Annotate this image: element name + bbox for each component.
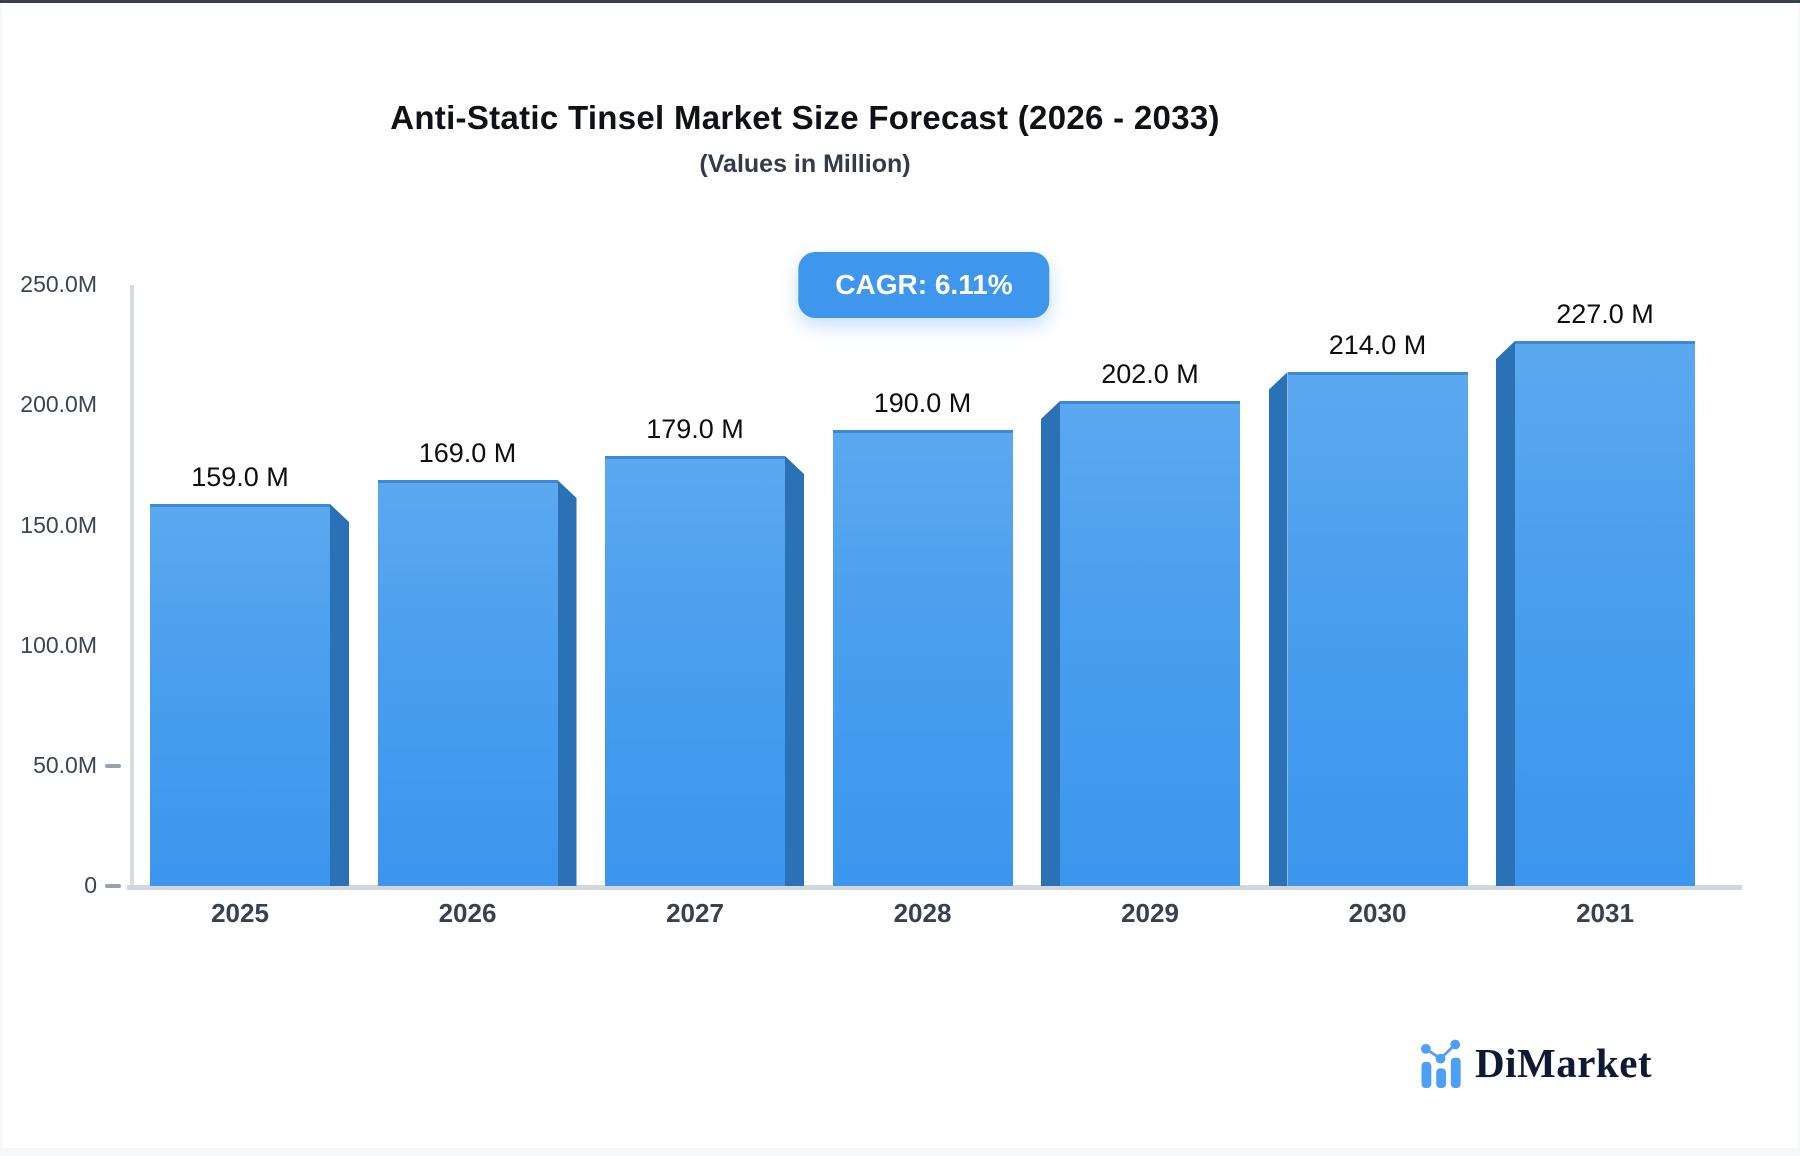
bar-2026[interactable] [377, 480, 558, 886]
bar-value-label: 190.0 M [873, 388, 972, 418]
bar-side-face [1268, 372, 1288, 886]
bar-value-label: 227.0 M [1556, 299, 1654, 329]
mini-bar-chart-icon [1420, 1039, 1461, 1088]
x-category-label: 2029 [1121, 898, 1179, 928]
bar-value-label: 159.0 M [191, 462, 289, 492]
bar-2030[interactable] [1287, 372, 1468, 886]
bar-value-label: 169.0 M [418, 438, 517, 468]
cagr-badge: CAGR: 6.11% [798, 252, 1050, 318]
bar-side-face [557, 480, 577, 886]
y-axis-line [130, 285, 134, 889]
y-tick-dash [105, 763, 121, 768]
bar-2027[interactable] [605, 456, 785, 886]
y-tick-label: 200.0M [20, 391, 97, 418]
y-tick-label: 100.0M [20, 631, 97, 658]
x-category-label: 2028 [893, 898, 952, 928]
bar-2029[interactable] [1060, 401, 1240, 886]
x-axis-line [127, 885, 1742, 890]
y-tick-label: 250.0M [20, 271, 97, 298]
y-tick-label: 50.0M [33, 751, 97, 778]
bar-2028[interactable] [832, 430, 1013, 886]
bar-2025[interactable] [150, 504, 330, 886]
top-border-strip [0, 0, 1800, 3]
bar-side-face [330, 504, 349, 886]
x-category-label: 2025 [211, 898, 269, 928]
x-category-label: 2026 [438, 898, 497, 928]
x-category-label: 2031 [1576, 898, 1634, 928]
chart-title: Anti-Static Tinsel Market Size Forecast … [390, 99, 1220, 136]
x-category-label: 2027 [666, 898, 724, 928]
bar-value-label: 179.0 M [646, 414, 744, 444]
bar-value-label: 202.0 M [1101, 359, 1199, 389]
chart-subtitle: (Values in Million) [699, 150, 911, 178]
bar-side-face [1041, 401, 1060, 886]
y-tick-dash [105, 884, 121, 888]
x-category-label: 2030 [1348, 898, 1407, 928]
bar-value-label: 214.0 M [1328, 330, 1427, 360]
logo: DiMarket [1418, 1038, 1652, 1088]
bar-side-face [785, 456, 804, 886]
logo-text: DiMarket [1475, 1040, 1653, 1086]
bar-2031[interactable] [1515, 341, 1695, 886]
y-tick-label: 150.0M [20, 511, 97, 538]
bar-side-face [1496, 341, 1515, 886]
y-tick-label: 0 [84, 872, 97, 898]
